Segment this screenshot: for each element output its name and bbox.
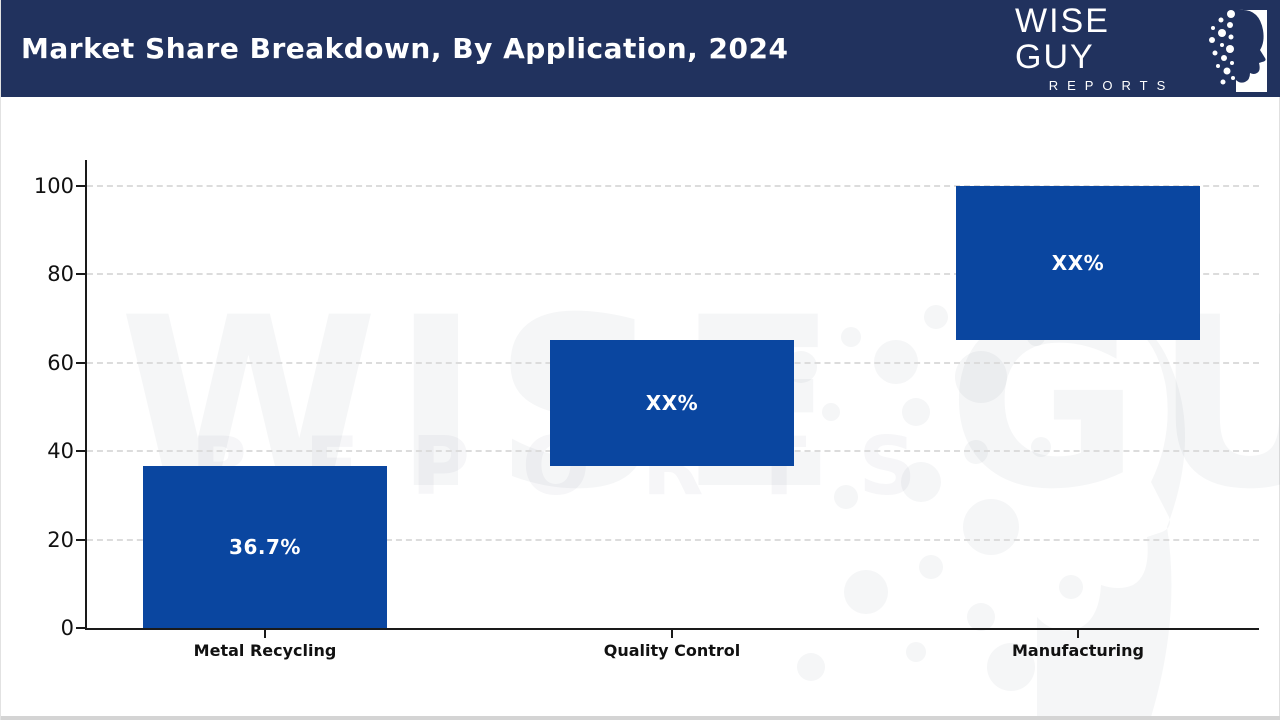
y-tick-mark — [76, 361, 85, 364]
bar-value-label: XX% — [645, 391, 699, 416]
y-tick-mark — [76, 627, 85, 629]
header-bar: Market Share Breakdown, By Application, … — [1, 0, 1280, 97]
y-axis-line — [85, 160, 87, 630]
y-tick-mark — [76, 273, 85, 276]
x-axis-line — [85, 628, 1259, 630]
brand-subname: REPORTS — [1048, 78, 1175, 93]
gridline-y100 — [87, 184, 1259, 187]
x-category-label: Manufacturing — [1012, 641, 1144, 660]
bottom-divider — [1, 716, 1280, 720]
x-category-label: Quality Control — [603, 641, 741, 660]
bar-quality-control: XX% — [550, 340, 794, 466]
x-category-label: Metal Recycling — [193, 641, 337, 660]
x-tick-mark — [264, 630, 266, 638]
x-tick-mark — [1077, 630, 1079, 638]
bar-value-label: 36.7% — [229, 534, 301, 559]
bar-metal-recycling: 36.7% — [143, 465, 387, 628]
y-tick-mark — [76, 450, 85, 453]
y-tick-label: 20 — [47, 527, 74, 552]
y-tick-mark — [76, 538, 85, 541]
brand-logo-text: WISE GUY REPORTS — [1015, 3, 1199, 95]
bar-manufacturing: XX% — [956, 185, 1200, 341]
y-tick-label: 60 — [47, 350, 74, 375]
brand-logo: WISE GUY REPORTS — [1015, 3, 1267, 95]
y-tick-mark — [76, 184, 85, 187]
chart-title: Market Share Breakdown, By Application, … — [21, 32, 789, 65]
y-tick-label: 40 — [47, 439, 74, 464]
y-tick-label: 80 — [47, 262, 74, 287]
y-tick-label: 0 — [60, 616, 74, 640]
bar-value-label: XX% — [1051, 251, 1105, 275]
gridline-y20 — [87, 538, 1259, 541]
gridline-y80 — [87, 273, 1259, 276]
brand-name: WISE GUY — [1015, 2, 1110, 76]
y-tick-label: 100 — [33, 173, 74, 198]
x-tick-mark — [671, 630, 673, 638]
brand-face-icon — [1209, 9, 1267, 92]
